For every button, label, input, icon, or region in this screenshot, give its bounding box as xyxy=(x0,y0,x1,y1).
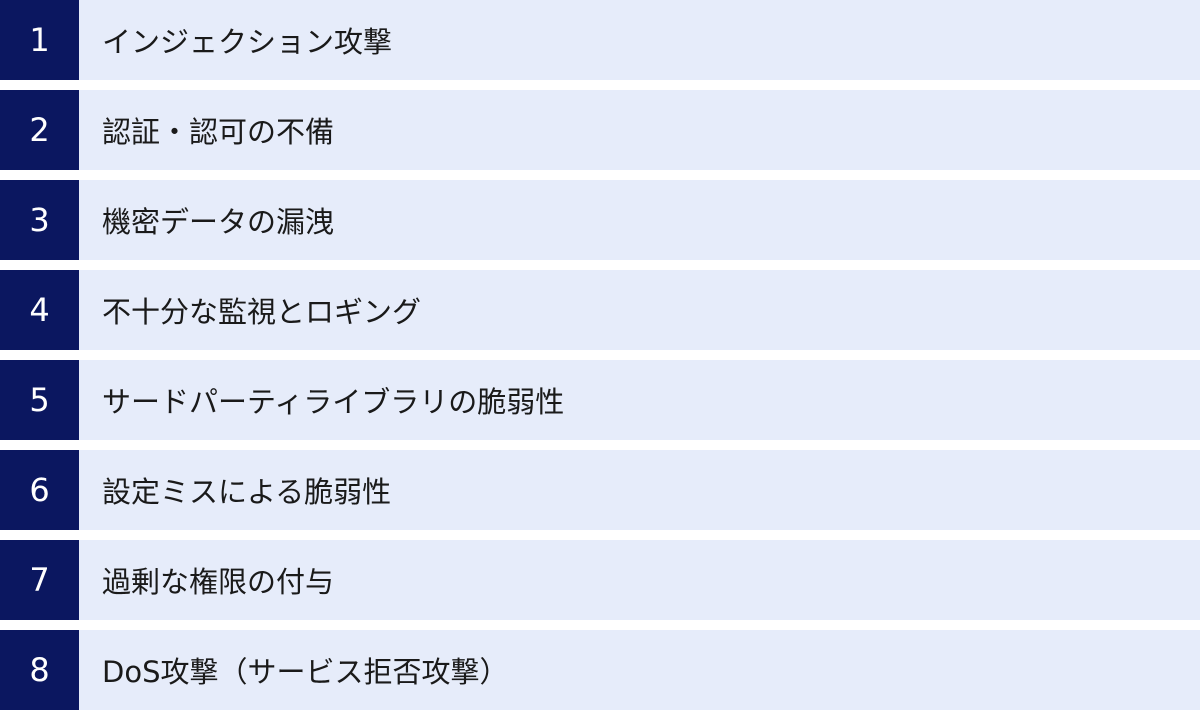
item-label: 過剰な権限の付与 xyxy=(102,565,335,599)
item-number: 4 xyxy=(0,270,79,350)
item-label: 認証・認可の不備 xyxy=(102,115,335,149)
item-number: 8 xyxy=(0,630,79,710)
item-number: 2 xyxy=(0,90,79,170)
item-number: 5 xyxy=(0,360,79,440)
item-number: 7 xyxy=(0,540,79,620)
item-label: 機密データの漏洩 xyxy=(102,205,335,239)
list-item: 2 認証・認可の不備 xyxy=(0,90,1200,170)
list-item: 8 DoS攻撃（サービス拒否攻撃） xyxy=(0,630,1200,710)
item-label: 設定ミスによる脆弱性 xyxy=(102,475,392,509)
item-label: サードパーティライブラリの脆弱性 xyxy=(102,385,565,419)
item-number: 1 xyxy=(0,0,79,80)
list-item: 7 過剰な権限の付与 xyxy=(0,540,1200,620)
item-label: DoS攻撃（サービス拒否攻撃） xyxy=(102,655,509,689)
list-item: 1 インジェクション攻撃 xyxy=(0,0,1200,80)
list-item: 4 不十分な監視とロギング xyxy=(0,270,1200,350)
item-number: 3 xyxy=(0,180,79,260)
list-item: 3 機密データの漏洩 xyxy=(0,180,1200,260)
item-label: インジェクション攻撃 xyxy=(102,25,393,59)
list-item: 6 設定ミスによる脆弱性 xyxy=(0,450,1200,530)
item-label: 不十分な監視とロギング xyxy=(102,295,422,329)
list-item: 5 サードパーティライブラリの脆弱性 xyxy=(0,360,1200,440)
item-number: 6 xyxy=(0,450,79,530)
